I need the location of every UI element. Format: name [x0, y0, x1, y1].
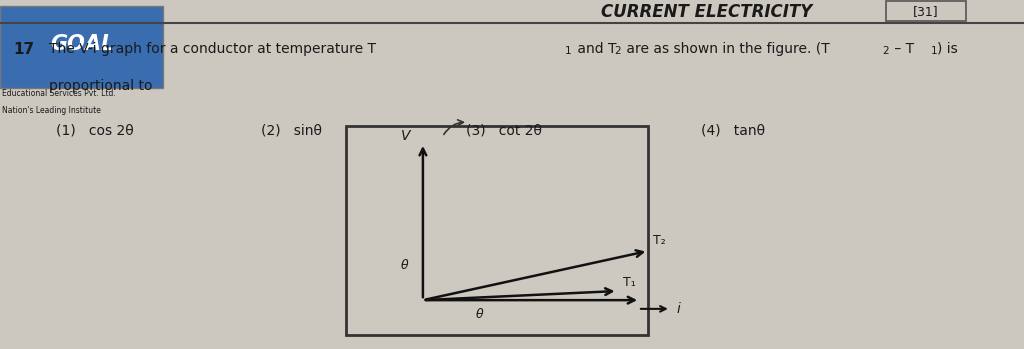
Text: – T: – T	[890, 42, 914, 56]
Text: ) is: ) is	[937, 42, 957, 56]
Text: GOAL: GOAL	[50, 34, 114, 54]
Text: proportional to: proportional to	[49, 79, 153, 92]
Bar	[346, 126, 648, 335]
Text: The V-i graph for a conductor at temperature T: The V-i graph for a conductor at tempera…	[49, 42, 376, 56]
Text: (1)   cos 2θ: (1) cos 2θ	[56, 124, 134, 138]
Text: [31]: [31]	[912, 5, 939, 18]
Text: 2: 2	[614, 46, 621, 56]
Text: 1: 1	[931, 46, 937, 56]
Text: 17: 17	[13, 42, 35, 57]
Text: 2: 2	[883, 46, 889, 56]
Text: θ: θ	[475, 307, 483, 321]
Text: θ: θ	[400, 259, 409, 272]
Text: CURRENT ELECTRICITY: CURRENT ELECTRICITY	[601, 3, 812, 21]
Text: i: i	[677, 302, 681, 316]
Text: T₁: T₁	[623, 276, 635, 289]
Text: and T: and T	[573, 42, 616, 56]
Text: (3)   cot 2θ: (3) cot 2θ	[466, 124, 542, 138]
Text: (4)   tanθ: (4) tanθ	[701, 124, 766, 138]
FancyBboxPatch shape	[0, 6, 163, 88]
Text: T₂: T₂	[653, 235, 666, 247]
FancyBboxPatch shape	[886, 1, 966, 21]
Text: 1: 1	[565, 46, 571, 56]
Text: Educational Services Pvt. Ltd.: Educational Services Pvt. Ltd.	[2, 89, 116, 98]
Text: are as shown in the figure. (T: are as shown in the figure. (T	[622, 42, 829, 56]
Text: (2)   sinθ: (2) sinθ	[261, 124, 323, 138]
Text: Nation's Leading Institute: Nation's Leading Institute	[2, 106, 101, 116]
Text: V: V	[401, 129, 411, 143]
